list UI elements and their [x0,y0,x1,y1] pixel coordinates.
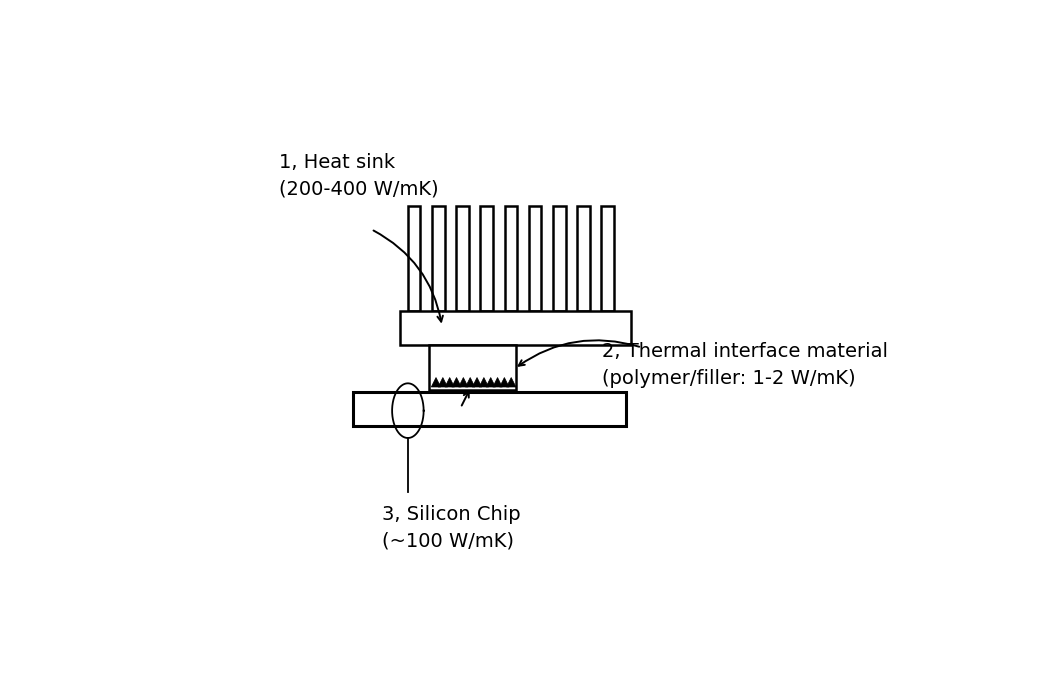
Bar [505,206,517,311]
Text: 3, Silicon Chip: 3, Silicon Chip [382,505,521,525]
Polygon shape [438,378,448,387]
Bar [456,206,469,311]
Polygon shape [493,378,502,387]
Polygon shape [472,378,482,387]
Polygon shape [479,378,488,387]
Polygon shape [466,378,475,387]
Polygon shape [486,378,496,387]
Bar [578,206,590,311]
Bar [432,206,445,311]
Bar [529,206,541,311]
Polygon shape [431,378,441,387]
Polygon shape [458,378,468,387]
Text: 1, Heat sink: 1, Heat sink [279,153,395,172]
Bar [429,345,515,389]
Bar [553,206,565,311]
Text: 2, Thermal interface material: 2, Thermal interface material [602,342,889,361]
Text: (polymer/filler: 1-2 W/mK): (polymer/filler: 1-2 W/mK) [602,369,857,387]
Bar [400,311,632,345]
Text: (200-400 W/mK): (200-400 W/mK) [279,179,439,198]
Polygon shape [445,378,454,387]
Polygon shape [452,378,461,387]
Polygon shape [500,378,509,387]
Bar [480,206,493,311]
Bar [353,392,626,426]
Text: (~100 W/mK): (~100 W/mK) [382,531,513,550]
Bar [601,206,614,311]
Bar [408,206,420,311]
Polygon shape [506,378,516,387]
